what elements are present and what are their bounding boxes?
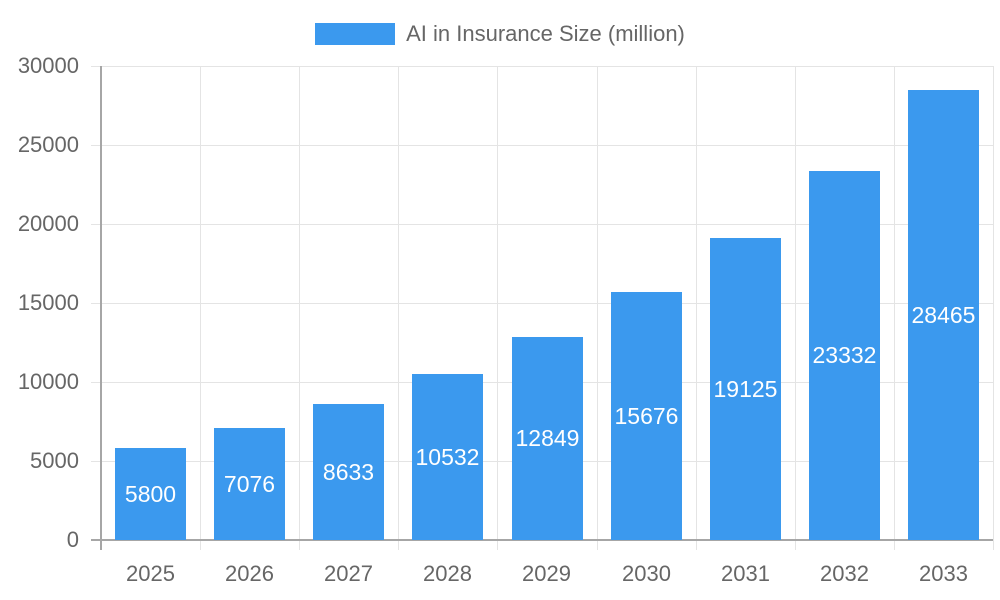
bar[interactable]: 15676	[611, 292, 682, 540]
bar[interactable]: 12849	[512, 337, 583, 540]
legend-swatch	[315, 23, 396, 45]
bar[interactable]: 5800	[115, 448, 186, 540]
gridline-horizontal	[101, 224, 993, 225]
x-tick-label: 2026	[225, 561, 274, 586]
y-axis-tick	[91, 461, 101, 462]
y-axis-tick	[91, 303, 101, 304]
bar-value-label: 7076	[223, 470, 276, 497]
y-axis-tick	[91, 382, 101, 383]
bar-value-label: 23332	[812, 342, 877, 368]
x-tick-label: 2027	[324, 561, 373, 586]
legend-item[interactable]: AI in Insurance Size (million)	[0, 21, 1000, 46]
y-axis-tick	[91, 145, 101, 146]
x-tick-label: 2028	[423, 561, 472, 586]
y-tick-label: 5000	[30, 448, 79, 473]
x-tick-label: 2033	[919, 561, 968, 586]
y-tick-label: 10000	[17, 369, 79, 394]
bar-value-label: 28465	[911, 301, 976, 328]
gridline-horizontal	[101, 145, 993, 146]
gridline-vertical	[795, 66, 796, 550]
gridline-horizontal	[101, 303, 993, 304]
x-tick-label: 2031	[721, 561, 770, 586]
bar[interactable]: 19125	[710, 238, 781, 540]
y-tick-label: 15000	[17, 290, 79, 315]
y-tick-label: 0	[66, 527, 79, 552]
x-tick-label: 2029	[522, 561, 571, 586]
gridline-vertical	[894, 66, 895, 550]
gridline-vertical	[497, 66, 498, 550]
y-tick-label: 25000	[17, 132, 79, 157]
bar-value-label: 15676	[614, 402, 679, 429]
legend-label: AI in Insurance Size (million)	[406, 21, 685, 46]
y-axis	[100, 66, 102, 550]
x-tick-label: 2032	[820, 561, 869, 586]
bar[interactable]: 7076	[214, 428, 285, 540]
gridline-vertical	[597, 66, 598, 550]
x-axis	[91, 539, 993, 541]
gridline-horizontal	[101, 66, 993, 67]
y-tick-label: 30000	[17, 53, 79, 78]
bar-value-label: 8633	[322, 458, 375, 485]
bar-value-label: 12849	[515, 425, 580, 451]
gridline-vertical	[398, 66, 399, 550]
bar[interactable]: 8633	[313, 404, 384, 540]
bar[interactable]: 10532	[412, 374, 483, 540]
x-tick-label: 2030	[622, 561, 671, 586]
y-axis-tick	[91, 66, 101, 67]
bar[interactable]: 28465	[908, 90, 979, 540]
bar-value-label: 5800	[124, 480, 177, 507]
gridline-vertical	[299, 66, 300, 550]
gridline-vertical	[696, 66, 697, 550]
bar-value-label: 10532	[415, 443, 480, 470]
bar-value-label: 19125	[713, 375, 778, 402]
gridline-vertical	[993, 66, 994, 550]
x-tick-label: 2025	[126, 561, 175, 586]
y-tick-label: 20000	[17, 211, 79, 236]
y-axis-tick	[91, 224, 101, 225]
gridline-vertical	[200, 66, 201, 550]
bar[interactable]: 23332	[809, 171, 880, 540]
